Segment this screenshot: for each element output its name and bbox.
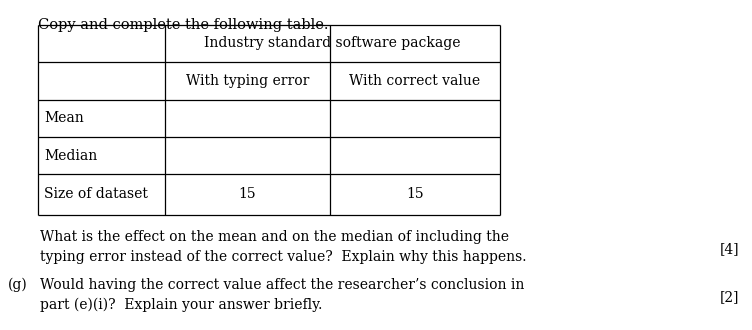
Text: 15: 15 — [406, 187, 424, 202]
Text: Mean: Mean — [44, 112, 83, 125]
Text: typing error instead of the correct value?  Explain why this happens.: typing error instead of the correct valu… — [40, 250, 526, 264]
Text: part (e)(i)?  Explain your answer briefly.: part (e)(i)? Explain your answer briefly… — [40, 298, 323, 313]
Text: 15: 15 — [238, 187, 256, 202]
Text: What is the effect on the mean and on the median of including the: What is the effect on the mean and on th… — [40, 230, 509, 244]
Text: [4]: [4] — [720, 242, 740, 256]
Text: (g): (g) — [8, 278, 28, 292]
Text: With correct value: With correct value — [350, 74, 481, 88]
Text: Median: Median — [44, 148, 97, 162]
Text: Industry standard software package: Industry standard software package — [205, 37, 461, 50]
Text: Would having the correct value affect the researcher’s conclusion in: Would having the correct value affect th… — [40, 278, 524, 292]
Text: With typing error: With typing error — [186, 74, 309, 88]
Text: [2]: [2] — [720, 290, 739, 304]
Text: Size of dataset: Size of dataset — [44, 187, 148, 202]
Text: Copy and complete the following table.: Copy and complete the following table. — [38, 18, 329, 32]
